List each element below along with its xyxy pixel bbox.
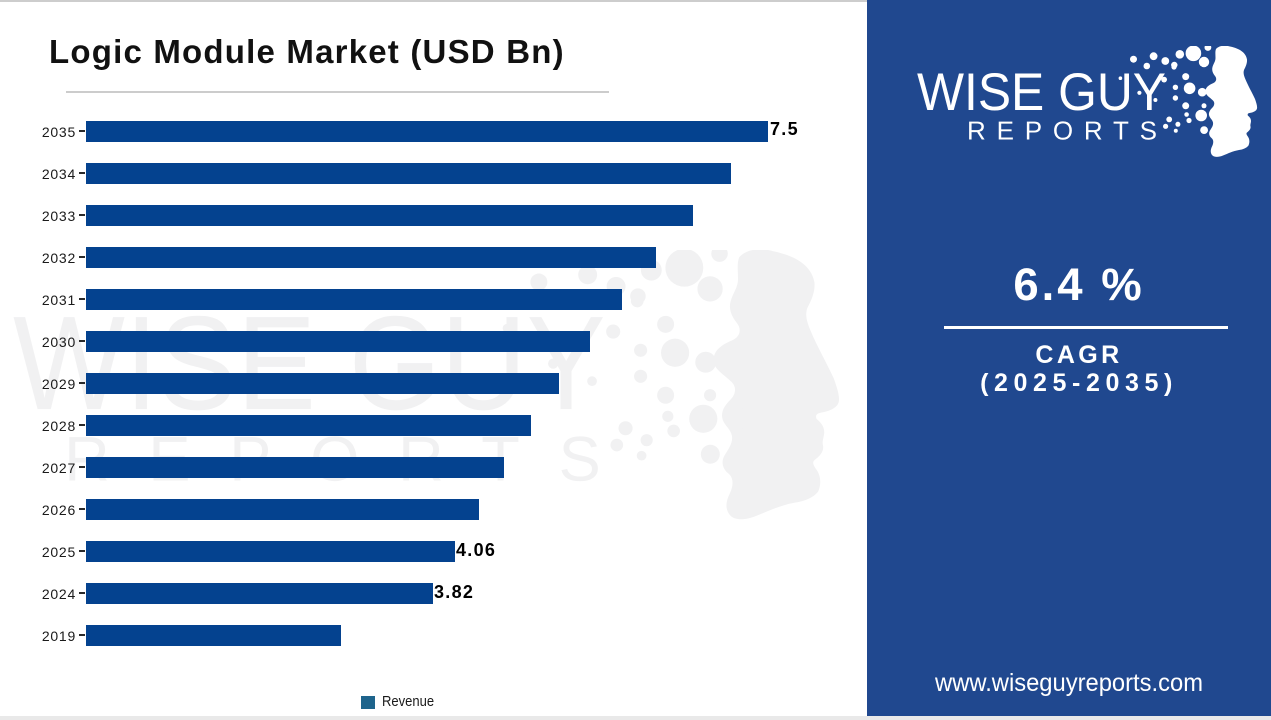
svg-text:REPORTS: REPORTS — [967, 116, 1157, 146]
svg-text:WISE GUY: WISE GUY — [13, 288, 606, 439]
svg-text:WISE GUY: WISE GUY — [917, 63, 1166, 122]
